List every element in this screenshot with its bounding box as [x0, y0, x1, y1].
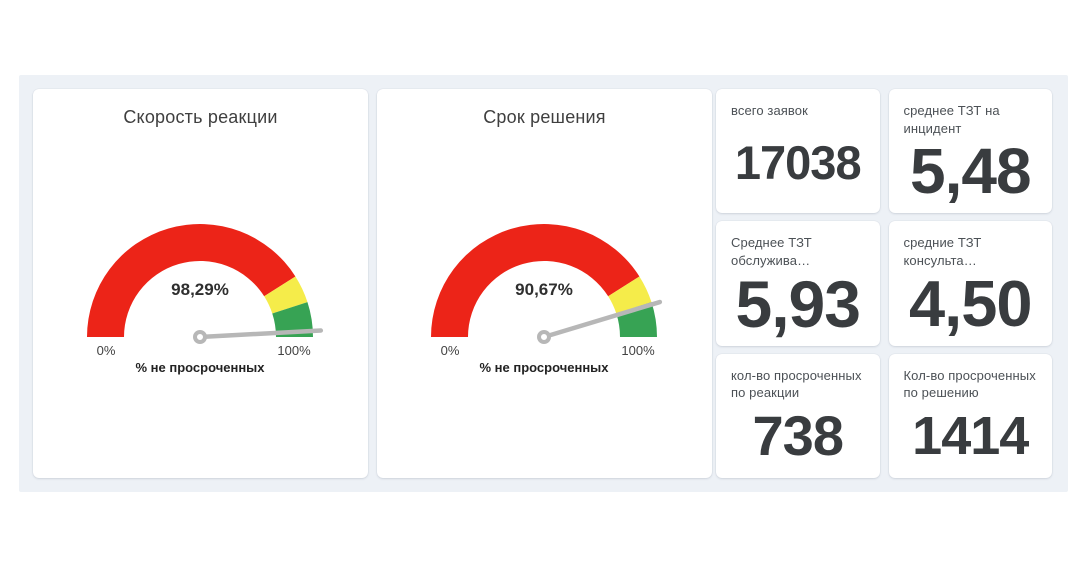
- kpi-card-overdue-resolution: Кол-во просроченных по решению 1414: [888, 353, 1052, 478]
- kpi-value: 5,93: [735, 266, 861, 341]
- gauge-axis-label: % не просроченных: [135, 360, 265, 375]
- gauge-title: Скорость реакции: [123, 107, 278, 127]
- kpi-label: средние ТЗТ консульта…: [903, 235, 982, 268]
- kpi-value: 17038: [734, 135, 862, 189]
- gauge-arc: [431, 223, 663, 344]
- kpi-label: среднее ТЗТ на инцидент: [903, 103, 1000, 136]
- kpi-card-avg-tzt-consult: средние ТЗТ консульта… 4,50: [888, 221, 1052, 346]
- kpi-label: всего заявок: [731, 103, 808, 118]
- gauge-card-resolution-time: Срок решения 90,67% 0% 100% % не просроч…: [377, 89, 712, 478]
- kpi-value: 5,48: [909, 135, 1032, 208]
- gauge-min-label: 0%: [96, 343, 116, 358]
- kpi-label: Кол-во просроченных по решению: [903, 367, 1036, 401]
- gauge-title: Срок решения: [483, 107, 606, 127]
- gauge-value: 98,29%: [171, 280, 229, 299]
- kpi-card-avg-tzt-service: Среднее ТЗТ обслужива… 5,93: [716, 221, 880, 346]
- gauge-arc: [87, 223, 324, 344]
- kpi-card-overdue-reaction: кол-во просроченных по реакции 738: [716, 353, 880, 478]
- kpi-label: Среднее ТЗТ обслужива…: [731, 235, 812, 268]
- kpi-value: 4,50: [908, 267, 1033, 341]
- kpi-value: 738: [752, 403, 844, 467]
- gauge-min-label: 0%: [440, 343, 460, 358]
- dashboard-canvas: Скорость реакции 98,29% 0% 100% % не про…: [19, 75, 1068, 492]
- gauge-max-label: 100%: [277, 343, 311, 358]
- kpi-value: 1414: [912, 405, 1029, 466]
- kpi-card-avg-tzt-incident: среднее ТЗТ на инцидент 5,48: [888, 89, 1052, 214]
- gauge-value: 90,67%: [515, 280, 573, 299]
- kpi-card-total-tickets: всего заявок 17038: [716, 89, 880, 214]
- gauge-card-reaction-speed: Скорость реакции 98,29% 0% 100% % не про…: [33, 89, 368, 478]
- kpi-label: кол-во просроченных по реакции: [731, 367, 862, 401]
- kpi-grid: всего заявок 17038 среднее ТЗТ на инциде…: [716, 89, 1052, 478]
- gauge-chart-reaction-speed: 98,29% 0% 100% % не просроченных: [40, 189, 360, 389]
- gauge-chart-resolution-time: 90,67% 0% 100% % не просроченных: [384, 189, 704, 389]
- gauge-axis-label: % не просроченных: [479, 360, 609, 375]
- gauge-max-label: 100%: [621, 343, 655, 358]
